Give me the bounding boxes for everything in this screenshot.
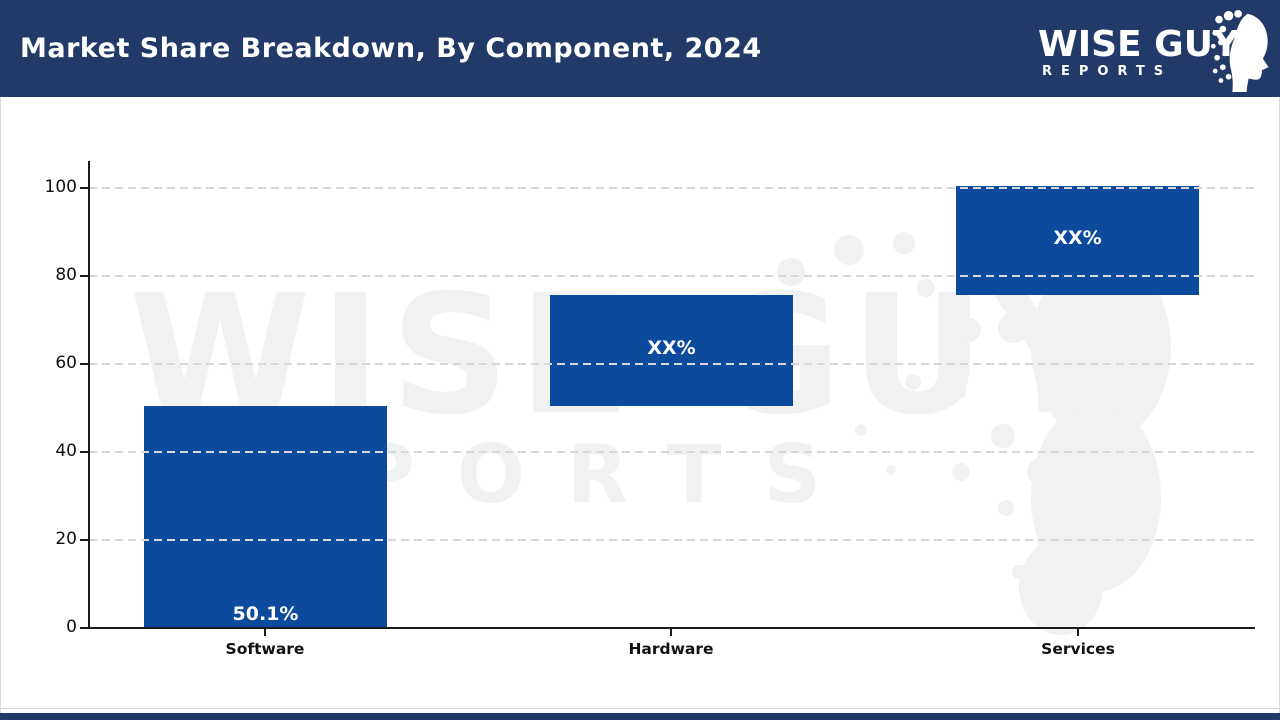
chart-area: WISE GUY REPORTS 50.1% XX% XX%: [0, 97, 1280, 713]
bar-value-label: XX%: [1053, 227, 1102, 249]
y-tick: [80, 451, 89, 453]
brand-logo: WISE GUY REPORTS: [1038, 8, 1272, 92]
bar-software: 50.1%: [144, 406, 387, 627]
panel-border: [1, 708, 1279, 709]
watermark-face-icon: [777, 232, 1171, 635]
x-category-label: Hardware: [628, 640, 714, 658]
brand-subname: REPORTS: [1042, 64, 1173, 79]
bar-services: XX%: [956, 186, 1199, 295]
gridline: [89, 187, 1255, 189]
bar-value-label: XX%: [647, 337, 696, 359]
y-tick-label: 60: [55, 353, 77, 373]
y-tick-label: 80: [55, 265, 77, 285]
x-tick: [264, 629, 266, 636]
page-title: Market Share Breakdown, By Component, 20…: [20, 33, 762, 64]
y-tick: [80, 627, 89, 629]
footer-bar: [0, 713, 1280, 720]
gridline: [89, 539, 1255, 541]
wiseguy-face-icon: [1210, 10, 1269, 92]
y-axis: [88, 161, 90, 629]
y-tick-label: 20: [55, 529, 77, 549]
y-tick: [80, 275, 89, 277]
x-category-label: Services: [1041, 640, 1115, 658]
y-tick-label: 0: [66, 617, 77, 637]
y-tick: [80, 363, 89, 365]
gridline: [89, 363, 1255, 365]
bar-hardware: XX%: [550, 295, 793, 406]
header-bar: Market Share Breakdown, By Component, 20…: [0, 0, 1280, 97]
y-tick-label: 100: [44, 177, 77, 197]
gridline: [89, 451, 1255, 453]
x-category-label: Software: [225, 640, 305, 658]
x-tick: [1077, 629, 1079, 636]
x-axis: [88, 627, 1255, 629]
x-tick: [670, 629, 672, 636]
brand-name: WISE GUY: [1038, 24, 1240, 65]
bar-value-label: 50.1%: [232, 603, 299, 625]
gridline: [89, 275, 1255, 277]
y-tick: [80, 187, 89, 189]
y-tick-label: 40: [55, 441, 77, 461]
y-tick: [80, 539, 89, 541]
